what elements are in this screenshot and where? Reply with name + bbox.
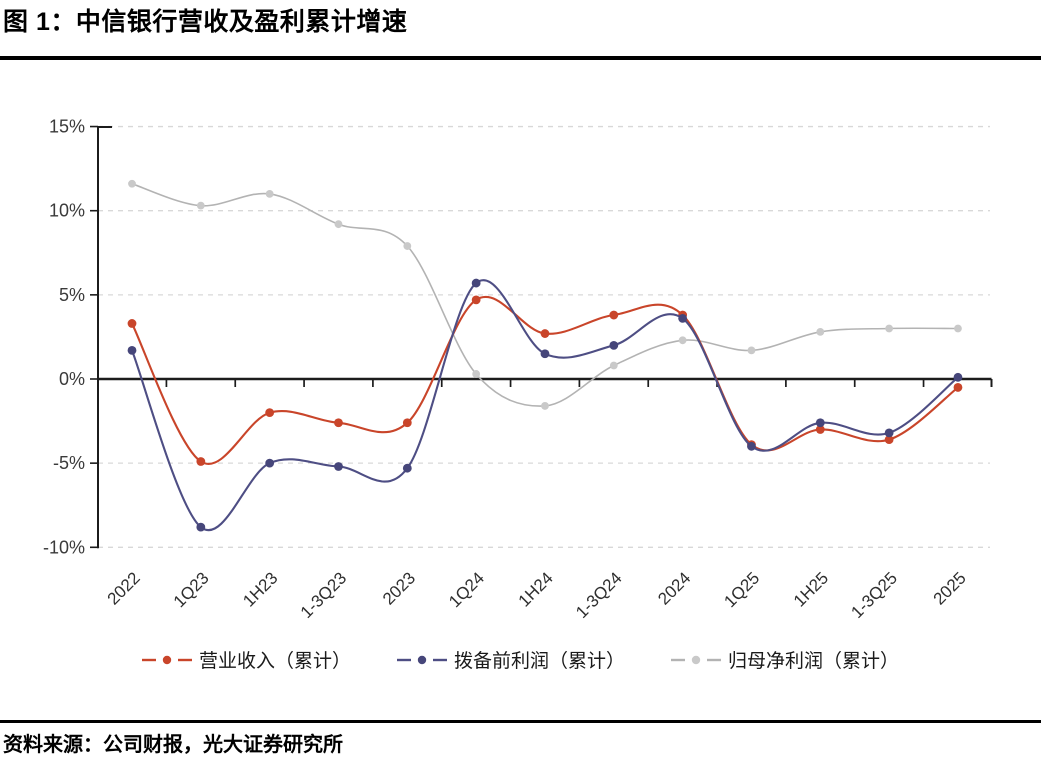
data-point bbox=[678, 314, 688, 323]
data-point bbox=[402, 463, 412, 473]
data-point bbox=[196, 457, 206, 466]
series-line bbox=[131, 183, 959, 407]
data-point bbox=[127, 319, 137, 328]
legend-label: 拨备前利润（累计） bbox=[453, 651, 625, 672]
legend-marker-icon bbox=[141, 655, 192, 664]
chart-legend: 营业收入（累计） 拨备前利润（累计） 归母净利润（累计） bbox=[0, 646, 1041, 673]
y-axis-labels: 15% 10% 5% 0% -5% -10% bbox=[43, 117, 85, 558]
x-tick-label: 2023 bbox=[379, 568, 419, 608]
data-point bbox=[954, 324, 962, 333]
y-axis bbox=[90, 125, 112, 549]
x-tick-label: 1-3Q25 bbox=[847, 568, 901, 622]
data-point bbox=[403, 242, 412, 250]
data-point bbox=[196, 201, 205, 210]
data-point bbox=[265, 408, 275, 418]
data-point bbox=[402, 418, 412, 428]
x-tick-label: 2024 bbox=[654, 568, 694, 608]
series-lines bbox=[127, 179, 963, 532]
legend-item-2: 拨备前利润（累计） bbox=[396, 646, 625, 673]
legend-item-3: 归母净利润（累计） bbox=[671, 646, 899, 673]
x-tick-label: 1Q23 bbox=[170, 568, 213, 611]
data-point bbox=[196, 522, 206, 532]
y-tick-label: 15% bbox=[49, 117, 85, 137]
data-point bbox=[884, 428, 894, 438]
x-tick-label: 1-3Q23 bbox=[297, 568, 351, 622]
data-point bbox=[747, 346, 756, 355]
data-point bbox=[471, 295, 481, 305]
x-axis-labels: 2022 1Q23 1H23 1-3Q23 2023 1Q24 1H24 1-3Q24 2024… bbox=[104, 568, 970, 622]
figure-title: 图 1：中信银行营收及盈利累计增速 bbox=[3, 8, 408, 36]
data-point bbox=[953, 383, 963, 392]
legend-marker-icon bbox=[396, 655, 447, 664]
data-point bbox=[815, 425, 825, 434]
legend-label: 营业收入（累计） bbox=[198, 651, 351, 672]
data-point bbox=[609, 310, 619, 320]
data-point bbox=[471, 278, 481, 288]
data-point bbox=[747, 441, 756, 451]
data-point bbox=[953, 372, 963, 382]
data-point bbox=[815, 418, 825, 428]
data-point bbox=[540, 329, 550, 338]
data-point bbox=[265, 189, 274, 198]
source-divider bbox=[0, 720, 1041, 723]
x-tick-label: 1Q25 bbox=[720, 568, 763, 611]
series-line bbox=[131, 279, 959, 532]
legend-label: 归母净利润（累计） bbox=[728, 651, 900, 672]
series-line bbox=[131, 296, 959, 465]
legend-item-1: 营业收入（累计） bbox=[141, 646, 351, 673]
data-point bbox=[472, 370, 481, 378]
y-tick-label: -10% bbox=[43, 537, 85, 557]
x-tick-label: 1H25 bbox=[790, 568, 832, 610]
data-point bbox=[334, 462, 343, 471]
source-note: 资料来源：公司财报，光大证券研究所 bbox=[3, 734, 343, 756]
x-tick-label: 2022 bbox=[104, 568, 144, 608]
x-tick-label: 1Q24 bbox=[445, 568, 488, 611]
x-axis bbox=[98, 377, 993, 387]
data-point bbox=[541, 402, 549, 410]
x-tick-label: 2025 bbox=[930, 568, 970, 608]
y-tick-label: -5% bbox=[53, 453, 85, 473]
y-tick-label: 0% bbox=[59, 369, 85, 389]
data-point bbox=[334, 220, 343, 229]
x-tick-label: 1H24 bbox=[515, 568, 557, 610]
y-tick-label: 10% bbox=[49, 201, 85, 221]
title-divider bbox=[0, 56, 1041, 60]
data-point bbox=[128, 179, 136, 188]
data-point bbox=[885, 324, 894, 333]
data-point bbox=[127, 345, 137, 355]
data-point bbox=[609, 361, 618, 370]
x-tick-label: 1H23 bbox=[239, 568, 281, 610]
data-point bbox=[265, 458, 275, 468]
legend-marker-icon bbox=[671, 655, 721, 664]
gridlines bbox=[98, 125, 990, 548]
data-point bbox=[678, 336, 687, 345]
data-point bbox=[884, 435, 894, 444]
data-point bbox=[334, 418, 343, 428]
data-point bbox=[816, 327, 825, 336]
x-tick-label: 1-3Q24 bbox=[572, 568, 626, 622]
data-point bbox=[609, 340, 619, 350]
data-point bbox=[540, 349, 550, 359]
y-tick-label: 5% bbox=[59, 285, 85, 305]
